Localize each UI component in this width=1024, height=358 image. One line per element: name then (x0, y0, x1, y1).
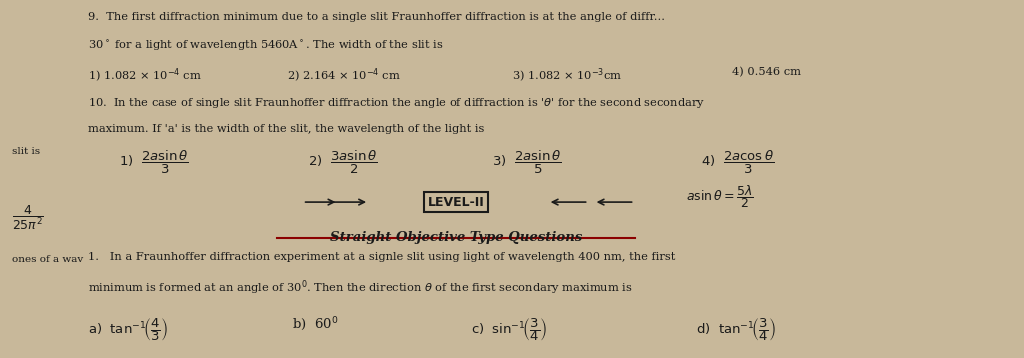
Text: 2)  $\dfrac{3a\sin\theta}{2}$: 2) $\dfrac{3a\sin\theta}{2}$ (308, 149, 378, 176)
Text: ones of a wav: ones of a wav (11, 255, 83, 264)
Text: LEVEL-II: LEVEL-II (427, 195, 484, 209)
Text: c)  $\sin^{-1}\!\!\left(\dfrac{3}{4}\right)$: c) $\sin^{-1}\!\!\left(\dfrac{3}{4}\righ… (471, 316, 548, 343)
Text: a)  $\tan^{-1}\!\!\left(\dfrac{4}{3}\right)$: a) $\tan^{-1}\!\!\left(\dfrac{4}{3}\righ… (88, 316, 168, 343)
Text: minimum is formed at an angle of 30$^0$. Then the direction $\theta$ of the firs: minimum is formed at an angle of 30$^0$.… (88, 279, 633, 297)
Text: $\dfrac{4}{25\pi^2}$: $\dfrac{4}{25\pi^2}$ (11, 204, 44, 232)
Text: $a\sin\theta = \dfrac{5\lambda}{2}$: $a\sin\theta = \dfrac{5\lambda}{2}$ (686, 183, 754, 210)
Text: 3)  $\dfrac{2a\sin\theta}{5}$: 3) $\dfrac{2a\sin\theta}{5}$ (492, 149, 561, 176)
Text: 4)  $\dfrac{2a\cos\theta}{3}$: 4) $\dfrac{2a\cos\theta}{3}$ (700, 149, 774, 176)
Text: b)  60$^0$: b) 60$^0$ (293, 316, 339, 333)
Text: 1.   In a Fraunhoffer diffraction experiment at a signle slit using light of wav: 1. In a Fraunhoffer diffraction experime… (88, 252, 676, 262)
Text: d)  $\tan^{-1}\!\!\left(\dfrac{3}{4}\right)$: d) $\tan^{-1}\!\!\left(\dfrac{3}{4}\righ… (696, 316, 776, 343)
Text: slit is: slit is (11, 147, 40, 156)
Text: maximum. If 'a' is the width of the slit, the wavelength of the light is: maximum. If 'a' is the width of the slit… (88, 124, 484, 134)
Text: 1)  $\dfrac{2a\sin\theta}{3}$: 1) $\dfrac{2a\sin\theta}{3}$ (119, 149, 188, 176)
Text: 1) 1.082 $\times$ 10$^{-4}$ cm: 1) 1.082 $\times$ 10$^{-4}$ cm (88, 67, 202, 85)
Text: 30$^\circ$ for a light of wavelength 5460A$^\circ$. The width of the slit is: 30$^\circ$ for a light of wavelength 546… (88, 39, 443, 53)
Text: 3) 1.082 $\times$ 10$^{-3}$cm: 3) 1.082 $\times$ 10$^{-3}$cm (512, 67, 623, 85)
Text: Straight Objective Type Questions: Straight Objective Type Questions (330, 231, 582, 243)
Text: 2) 2.164 $\times$ 10$^{-4}$ cm: 2) 2.164 $\times$ 10$^{-4}$ cm (288, 67, 401, 85)
Text: 4) 0.546 cm: 4) 0.546 cm (731, 67, 801, 77)
Text: 10.  In the case of single slit Fraunhoffer diffraction the angle of diffraction: 10. In the case of single slit Fraunhoff… (88, 96, 706, 110)
Text: 9.  The first diffraction minimum due to a single slit Fraunhoffer diffraction i: 9. The first diffraction minimum due to … (88, 12, 666, 22)
